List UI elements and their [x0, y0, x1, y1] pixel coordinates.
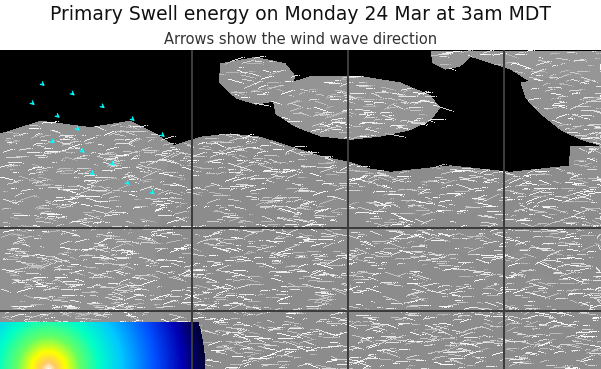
Text: Primary Swell energy on Monday 24 Mar at 3am MDT: Primary Swell energy on Monday 24 Mar at…: [50, 6, 551, 24]
Text: Arrows show the wind wave direction: Arrows show the wind wave direction: [164, 31, 437, 46]
